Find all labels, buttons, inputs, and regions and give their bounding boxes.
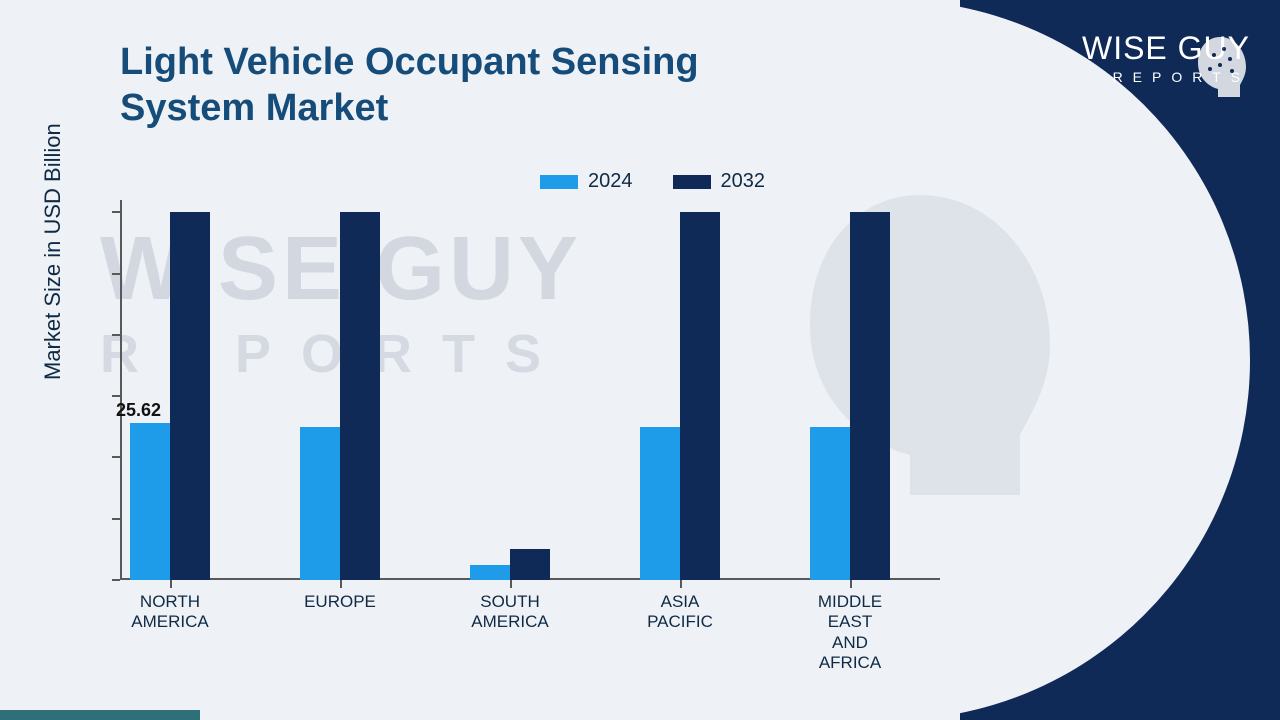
bar bbox=[640, 427, 680, 580]
data-callout: 25.62 bbox=[116, 400, 161, 421]
bar bbox=[470, 565, 510, 580]
brand-head-icon bbox=[1190, 35, 1250, 105]
y-tick bbox=[112, 456, 120, 458]
x-category-label: ASIAPACIFIC bbox=[610, 592, 750, 633]
x-tick bbox=[170, 580, 172, 588]
y-tick bbox=[112, 334, 120, 336]
legend-item-2032: 2032 bbox=[673, 170, 766, 193]
chart-title: Light Vehicle Occupant Sensing System Ma… bbox=[120, 40, 760, 131]
bar bbox=[680, 212, 720, 580]
y-tick bbox=[112, 273, 120, 275]
y-tick bbox=[112, 395, 120, 397]
x-tick bbox=[510, 580, 512, 588]
chart-canvas: Light Vehicle Occupant Sensing System Ma… bbox=[0, 0, 1280, 720]
y-tick bbox=[112, 211, 120, 213]
legend-item-2024: 2024 bbox=[540, 170, 633, 193]
y-tick bbox=[112, 579, 120, 581]
bar bbox=[340, 212, 380, 580]
x-tick bbox=[340, 580, 342, 588]
brand-logo: WISE GUY REPORTS bbox=[1082, 30, 1250, 85]
legend-swatch-2032 bbox=[673, 175, 711, 189]
y-axis-label: Market Size in USD Billion bbox=[40, 123, 66, 380]
bar bbox=[510, 549, 550, 580]
x-category-label: MIDDLEEASTANDAFRICA bbox=[780, 592, 920, 674]
legend-label-2024: 2024 bbox=[588, 170, 633, 192]
x-category-label: NORTHAMERICA bbox=[100, 592, 240, 633]
x-tick bbox=[680, 580, 682, 588]
x-category-label: SOUTHAMERICA bbox=[440, 592, 580, 633]
y-axis-line bbox=[120, 200, 122, 580]
bar bbox=[850, 212, 890, 580]
legend-swatch-2024 bbox=[540, 175, 578, 189]
legend: 2024 2032 bbox=[540, 170, 765, 193]
bar bbox=[300, 427, 340, 580]
bar bbox=[130, 423, 170, 580]
x-tick bbox=[850, 580, 852, 588]
bottom-accent-bar bbox=[0, 710, 200, 720]
y-tick bbox=[112, 518, 120, 520]
legend-label-2032: 2032 bbox=[721, 170, 766, 192]
x-category-label: EUROPE bbox=[270, 592, 410, 612]
bar bbox=[170, 212, 210, 580]
plot-area: NORTHAMERICAEUROPESOUTHAMERICAASIAPACIFI… bbox=[120, 200, 940, 580]
bar bbox=[810, 427, 850, 580]
